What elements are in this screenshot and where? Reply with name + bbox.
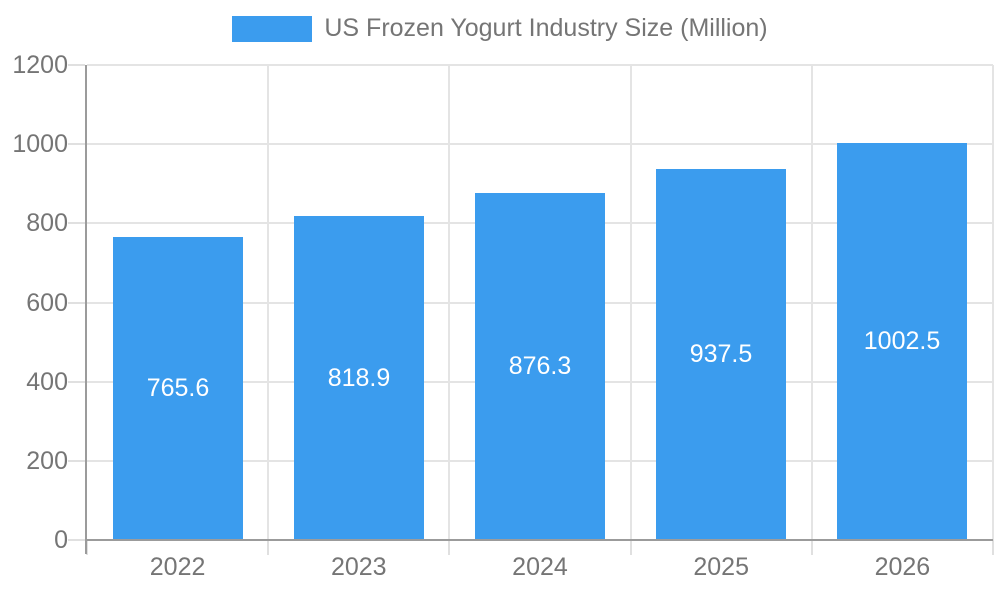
gridline-x-2: [448, 65, 451, 540]
legend-swatch-icon: [232, 15, 313, 42]
gridline-x-5: [992, 65, 994, 540]
y-tick-1200: [68, 64, 85, 66]
bar-value-label: 818.9: [327, 363, 391, 392]
y-tick-600: [68, 302, 85, 304]
y-axis-label: 200: [26, 447, 68, 475]
bar-value-label: 1002.5: [863, 327, 941, 355]
x-tick-2: [448, 540, 451, 555]
y-axis-label: 0: [54, 526, 68, 554]
bar-2024[interactable]: 876.3: [475, 193, 605, 540]
x-axis-label: 2023: [330, 553, 387, 581]
y-axis-label: 1200: [12, 51, 68, 79]
y-axis-label: 400: [26, 368, 68, 396]
x-axis-label: 2026: [874, 553, 931, 581]
bar-value-label: 937.5: [689, 340, 753, 368]
y-tick-0: [68, 539, 85, 541]
bar-2026[interactable]: 1002.5: [837, 143, 967, 540]
bar-value-label: 876.3: [508, 352, 572, 380]
x-axis-line: [85, 539, 993, 541]
bar-2025[interactable]: 937.5: [656, 169, 786, 540]
y-axis-label: 800: [26, 209, 68, 237]
legend-item[interactable]: US Frozen Yogurt Industry Size (Million): [0, 14, 1000, 43]
x-tick-0: [86, 540, 88, 555]
x-tick-1: [267, 540, 270, 555]
bar-2022[interactable]: 765.6: [113, 237, 243, 540]
x-axis-label: 2022: [149, 553, 206, 581]
y-tick-800: [68, 222, 85, 224]
gridline-x-4: [810, 65, 813, 540]
y-axis-line: [85, 65, 87, 554]
gridline-x-1: [267, 65, 270, 540]
y-tick-1000: [68, 143, 85, 145]
gridline-x-3: [629, 65, 632, 540]
bar-value-label: 765.6: [146, 374, 210, 402]
x-tick-4: [810, 540, 813, 555]
x-axis-label: 2024: [512, 553, 568, 581]
x-tick-3: [629, 540, 632, 555]
y-tick-400: [68, 381, 85, 383]
gridline-y-1000: [87, 143, 993, 145]
gridline-y-1200: [87, 64, 993, 66]
y-tick-200: [68, 460, 85, 462]
y-axis-label: 600: [26, 289, 68, 317]
x-tick-5: [992, 540, 994, 555]
legend-label: US Frozen Yogurt Industry Size (Million): [324, 14, 768, 42]
y-axis-label: 1000: [12, 130, 68, 158]
x-axis-label: 2025: [693, 553, 749, 581]
bar-2023[interactable]: 818.9: [294, 216, 424, 540]
